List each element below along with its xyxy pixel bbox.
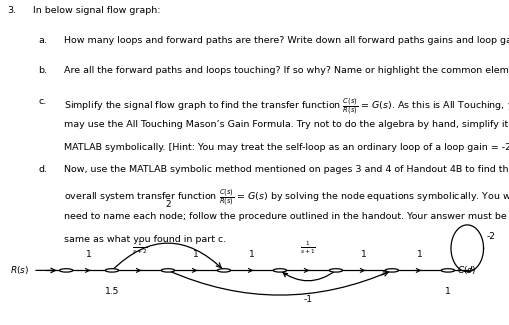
Text: How many loops and forward paths are there? Write down all forward paths gains a: How many loops and forward paths are the… (64, 36, 509, 45)
Text: c.: c. (38, 97, 46, 106)
Text: In below signal flow graph:: In below signal flow graph: (33, 6, 160, 15)
Text: 1: 1 (445, 287, 451, 296)
Text: 1.5: 1.5 (105, 287, 119, 296)
Text: $R(s)$: $R(s)$ (10, 265, 30, 276)
Text: $\frac{1}{s+2}$: $\frac{1}{s+2}$ (132, 240, 148, 256)
Text: 1: 1 (361, 250, 367, 259)
Text: may use the All Touching Mason’s Gain Formula. Try not to do the algebra by hand: may use the All Touching Mason’s Gain Fo… (64, 120, 509, 129)
Circle shape (217, 269, 231, 272)
Text: -1: -1 (303, 295, 313, 304)
Text: 2: 2 (165, 200, 171, 209)
Text: 1: 1 (249, 250, 255, 259)
Text: 3.: 3. (8, 6, 17, 15)
Text: 1: 1 (417, 250, 423, 259)
Text: $C(s)$: $C(s)$ (457, 265, 476, 276)
Text: -2: -2 (486, 232, 495, 241)
Circle shape (441, 269, 455, 272)
Text: need to name each node; follow the procedure outlined in the handout. Your answe: need to name each node; follow the proce… (64, 212, 509, 221)
Text: d.: d. (38, 165, 47, 174)
Circle shape (105, 269, 119, 272)
Circle shape (329, 269, 343, 272)
Circle shape (60, 269, 73, 272)
Circle shape (273, 269, 287, 272)
Text: $\frac{1}{s+1}$: $\frac{1}{s+1}$ (300, 240, 316, 256)
Text: b.: b. (38, 67, 47, 75)
Text: 1: 1 (86, 250, 92, 259)
Text: a.: a. (38, 36, 47, 45)
Text: Simplify the signal flow graph to find the transfer function $\frac{C(s)}{R(s)}$: Simplify the signal flow graph to find t… (64, 97, 509, 117)
Text: overall system transfer function $\frac{C(s)}{R(s)}$ = $G(s)$ by solving the nod: overall system transfer function $\frac{… (64, 188, 509, 208)
Text: Now, use the MATLAB symbolic method mentioned on pages 3 and 4 of Handout 4B to : Now, use the MATLAB symbolic method ment… (64, 165, 509, 174)
Text: Are all the forward paths and loops touching? If so why? Name or highlight the c: Are all the forward paths and loops touc… (64, 67, 509, 75)
Circle shape (161, 269, 175, 272)
Text: 1: 1 (193, 250, 199, 259)
Circle shape (385, 269, 399, 272)
Text: same as what you found in part c.: same as what you found in part c. (64, 235, 226, 244)
Text: MATLAB symbolically. [Hint: You may treat the self-loop as an ordinary loop of a: MATLAB symbolically. [Hint: You may trea… (64, 143, 509, 152)
